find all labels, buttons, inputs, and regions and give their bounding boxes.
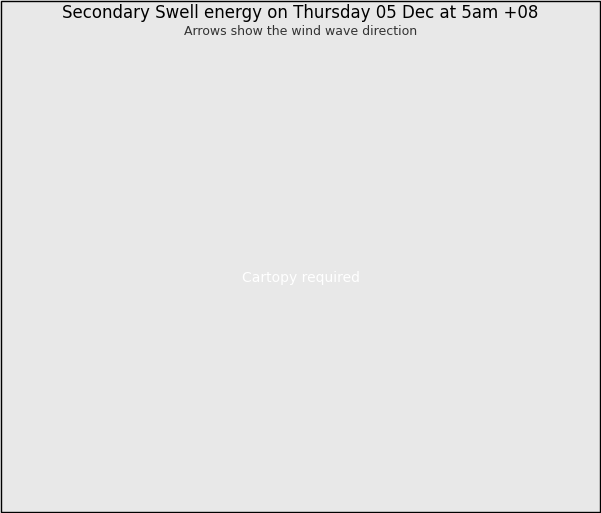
Text: Secondary Swell energy on Thursday 05 Dec at 5am +08: Secondary Swell energy on Thursday 05 De… [63,4,538,22]
Text: Arrows show the wind wave direction: Arrows show the wind wave direction [184,25,417,38]
Text: Cartopy required: Cartopy required [242,270,359,285]
